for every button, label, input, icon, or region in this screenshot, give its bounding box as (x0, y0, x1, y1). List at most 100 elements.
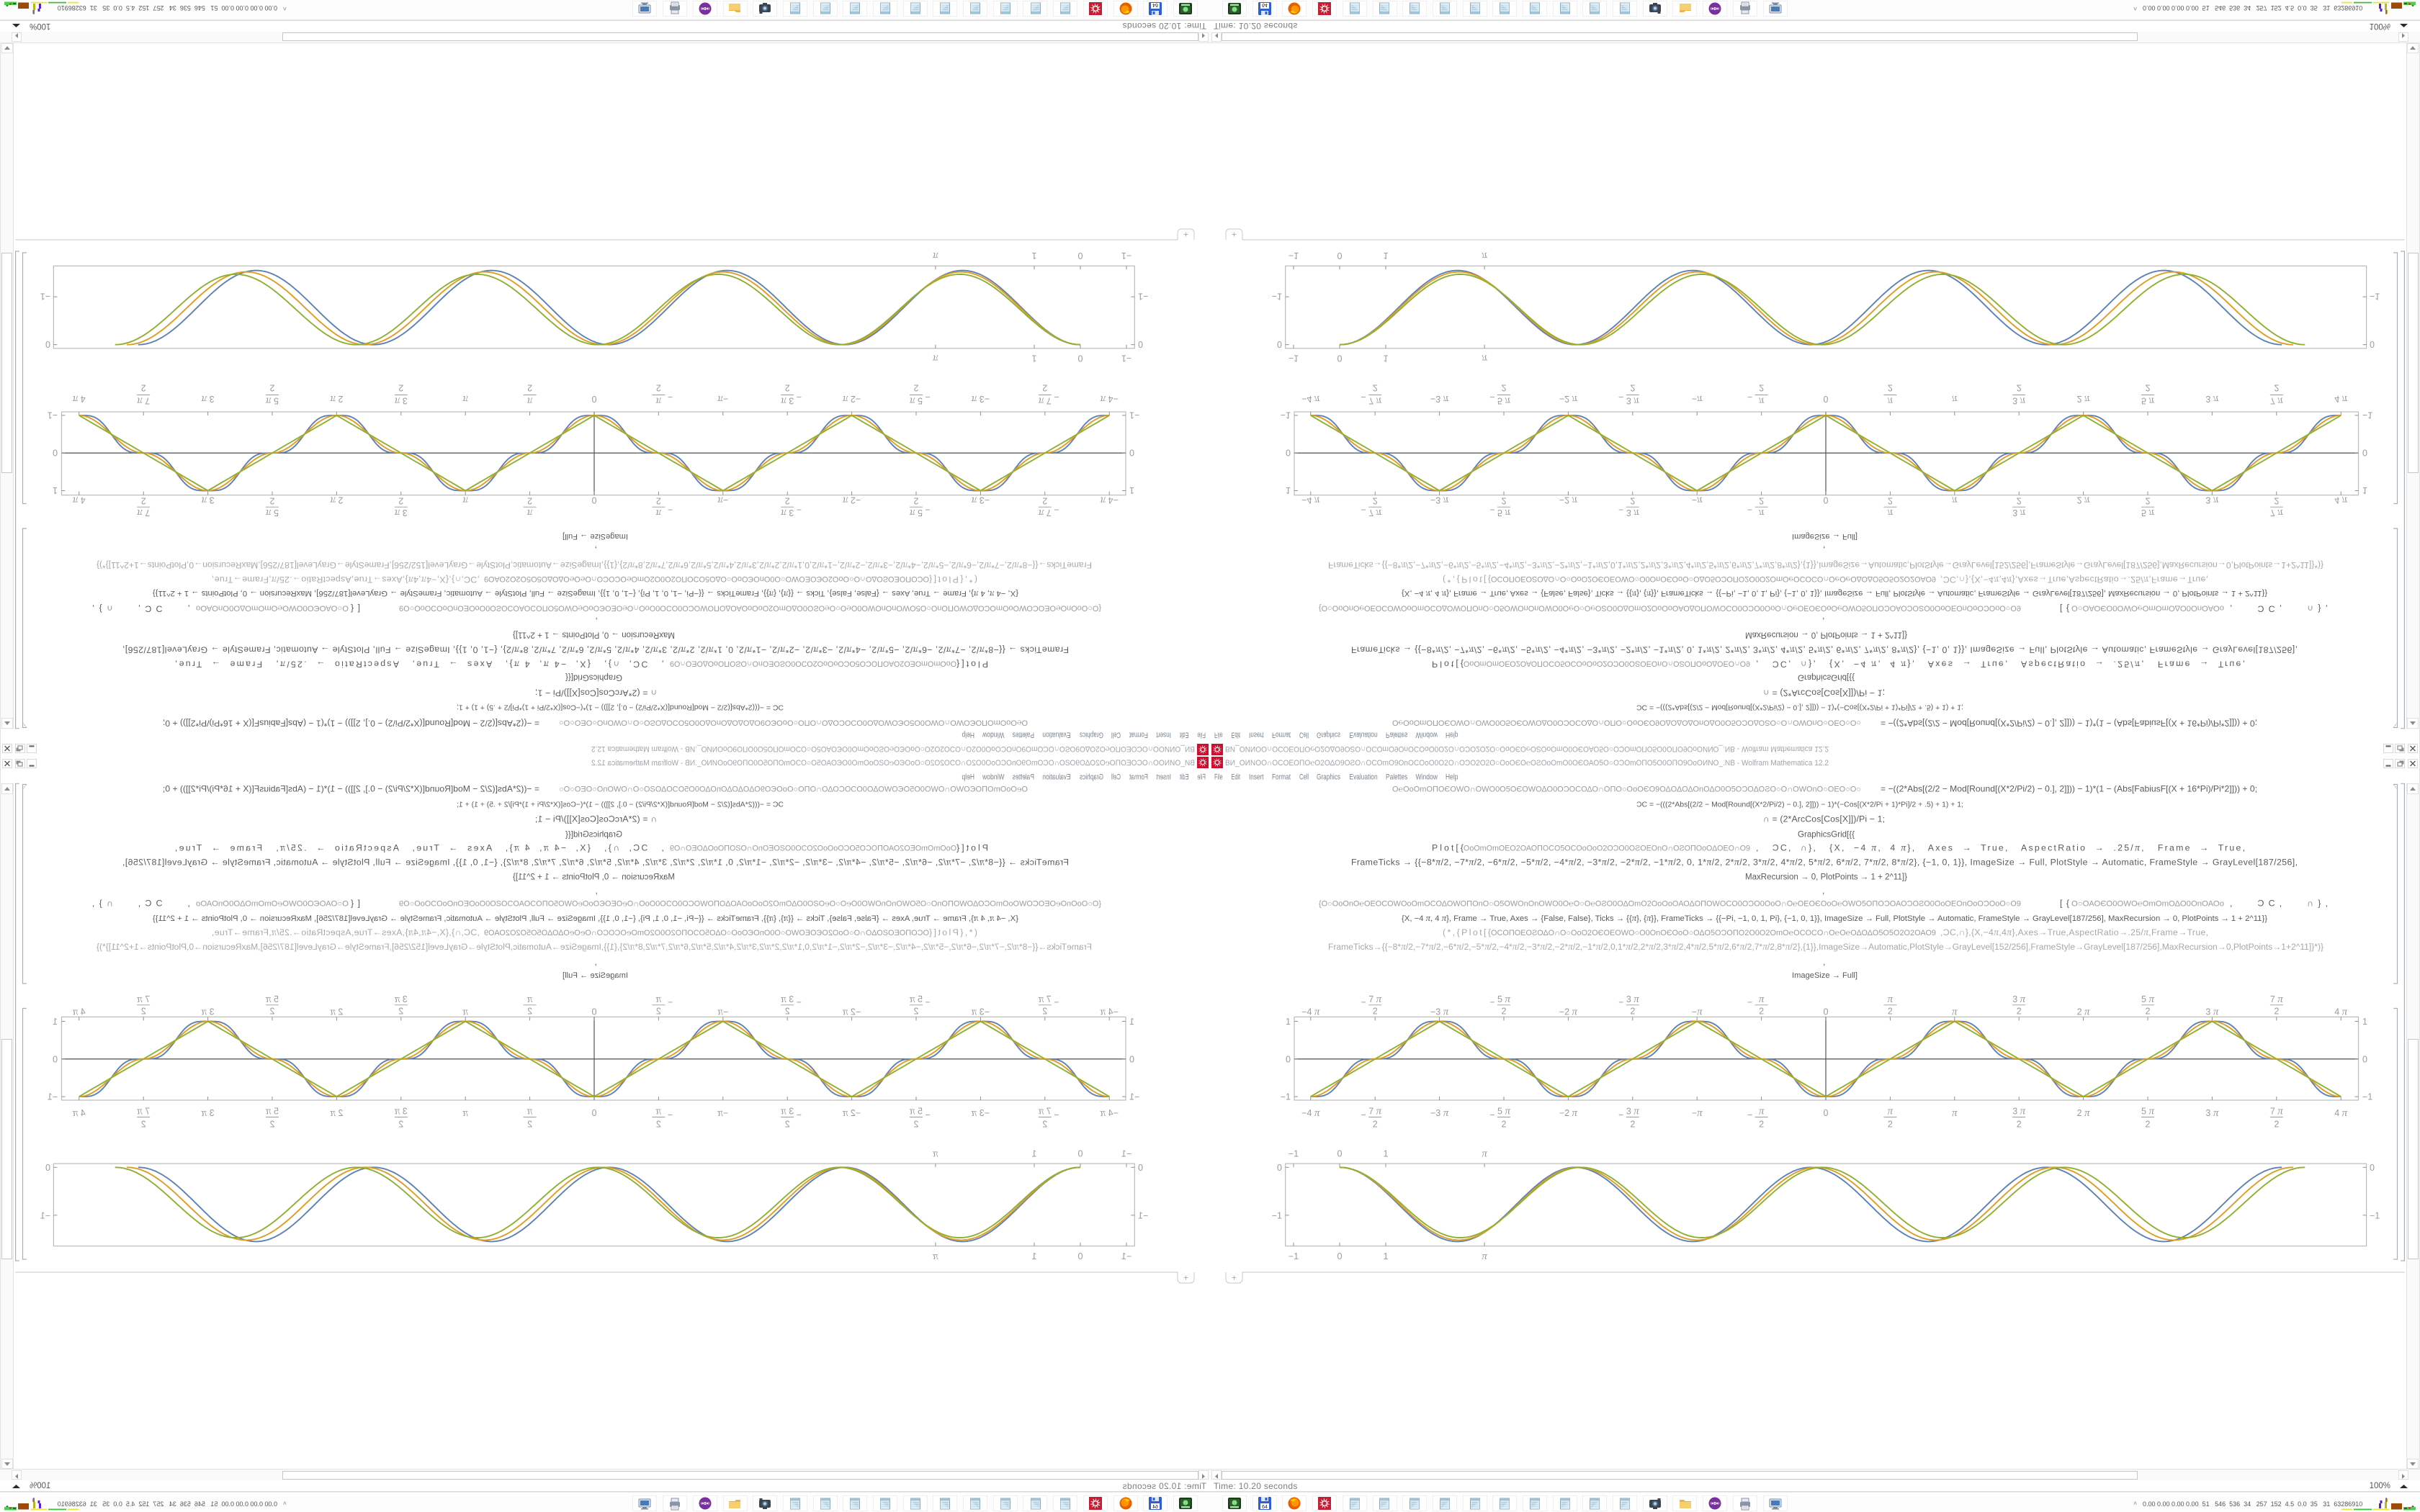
svg-text:3 π: 3 π (2012, 1106, 2025, 1117)
svg-text:Palettes: Palettes (1386, 773, 1408, 782)
svg-text:{Ο○ΟoΟnΟ℮ΟΕΟCΟWΟoΟmΟCΟΔΟWΟΠΟnΟ: {Ο○ΟoΟnΟ℮ΟΕΟCΟWΟoΟmΟCΟΔΟWΟΠΟnΟ○Ο5ΟWΟnΟnΟ… (399, 603, 1101, 612)
svg-text:−4 π: −4 π (1301, 1007, 1320, 1018)
svg-text:2: 2 (913, 1007, 918, 1017)
svg-text:−: − (1054, 505, 1059, 515)
svg-text:Window: Window (982, 773, 1004, 782)
svg-text:MaxRecursion → 0, PlotPoints →: MaxRecursion → 0, PlotPoints → 1 + 2^11]… (513, 873, 675, 882)
svg-text:Plot[{: Plot[{ (956, 843, 988, 853)
svg-text:Ο℮ΟoΟmΟΠΟЄΟWΟ∩ΟWΟ0Ο5ΟЄΟWΟΔΟ0ΟƆ: Ο℮ΟoΟmΟΠΟЄΟWΟ∩ΟWΟ0Ο5ΟЄΟWΟΔΟ0ΟƆΟCΟΔΟ∩ΟΠΟ○… (1392, 718, 1861, 726)
svg-text:−1: −1 (1281, 410, 1291, 420)
svg-text:Ο℮ΟoΟmΟΠΟЄΟWΟ∩ΟWΟ0Ο5ΟЄΟWΟΔΟ0ΟƆ: Ο℮ΟoΟmΟΠΟЄΟWΟ∩ΟWΟ0Ο5ΟЄΟWΟΔΟ0ΟƆΟCΟΔΟ∩ΟΠΟ○… (559, 786, 1028, 794)
svg-text:0: 0 (591, 1108, 596, 1118)
svg-text:−π: −π (717, 393, 728, 405)
svg-text:7 π: 7 π (1038, 507, 1051, 518)
svg-text:Evaluation: Evaluation (1042, 773, 1070, 782)
svg-text:Evaluation: Evaluation (1042, 731, 1070, 739)
svg-text:64: 64 (1152, 1505, 1158, 1510)
svg-text:−π: −π (717, 1107, 728, 1119)
svg-text:2: 2 (656, 1007, 661, 1017)
svg-text:2 π: 2 π (2077, 393, 2090, 405)
svg-text:0: 0 (1138, 339, 1143, 349)
svg-text:5 π: 5 π (2141, 395, 2154, 407)
svg-text:2: 2 (1042, 1120, 1047, 1130)
svg-text:= −((2*Abs[(2/2 − Mod[Round[(X: = −((2*Abs[(2/2 − Mod[Round[(X*2/Pi/2) −… (1881, 784, 2257, 794)
svg-text:−1: −1 (1289, 354, 1299, 364)
svg-text:3 π: 3 π (394, 1106, 407, 1117)
svg-text:FrameTicks → {{−8*π/2, −7*π/2,: FrameTicks → {{−8*π/2, −7*π/2, −6*π/2, −… (1351, 644, 2298, 655)
svg-text:Edit: Edit (1180, 773, 1189, 782)
svg-text:−π: −π (1692, 1007, 1703, 1018)
svg-text:{Ο○ΟoΟnΟ℮ΟΕΟCΟWΟoΟmΟCΟΔΟWΟΠΟnΟ: {Ο○ΟoΟnΟ℮ΟΕΟCΟWΟoΟmΟCΟΔΟWΟΠΟnΟ○Ο5ΟWΟnΟnΟ… (1319, 603, 2021, 612)
svg-text:2: 2 (141, 383, 146, 393)
svg-text:−: − (1361, 505, 1366, 515)
svg-text:0: 0 (591, 1007, 596, 1017)
svg-text:MaxRecursion → 0, PlotPoints →: MaxRecursion → 0, PlotPoints → 1 + 2^11]… (1745, 630, 1907, 639)
svg-text:−: − (1054, 1110, 1059, 1120)
svg-text:−π: −π (717, 1007, 728, 1018)
svg-text:2: 2 (141, 1120, 146, 1130)
svg-text:3 π: 3 π (781, 395, 794, 407)
svg-text:7 π: 7 π (1368, 994, 1381, 1005)
svg-text:0: 0 (1077, 354, 1083, 364)
svg-text:2: 2 (527, 1120, 532, 1130)
svg-text:{X, −4 π, 4 π}, Frame → True,: {X, −4 π, 4 π}, Frame → True, Axes → {Fa… (153, 589, 1018, 599)
svg-text:−: − (1747, 997, 1752, 1007)
svg-text:−: − (1618, 392, 1623, 402)
svg-text:−: − (925, 392, 930, 402)
svg-text:−2 π: −2 π (1559, 1107, 1578, 1119)
svg-text:−: − (797, 392, 802, 402)
svg-text:2: 2 (2146, 1120, 2151, 1130)
svg-text:GraphicsGrid[{{: GraphicsGrid[{{ (1798, 831, 1855, 840)
svg-text:4 π: 4 π (2334, 1007, 2347, 1018)
svg-text:2: 2 (1888, 1120, 1893, 1130)
svg-text:, ƆC, ∩},: , ƆC, ∩}, (2230, 603, 2328, 613)
svg-text:0: 0 (1337, 1251, 1343, 1261)
svg-text:−: − (1361, 392, 1366, 402)
svg-text:0: 0 (1129, 1054, 1134, 1064)
svg-text:−1: −1 (40, 1210, 50, 1220)
svg-text:5 π: 5 π (266, 507, 279, 518)
svg-text:ΟοΟmΟmΟΕΟ2ΟΑΟΠΟCΟ5ΟCΟοΟoΟ2ΟƆΟ0: ΟοΟmΟmΟΕΟ2ΟΑΟΠΟCΟ5ΟCΟοΟoΟ2ΟƆΟ0ΟƧΟΕΟnΟ∩ΟƧ… (1464, 659, 1750, 667)
svg-text:2: 2 (269, 1120, 274, 1130)
svg-text:π: π (1759, 395, 1765, 407)
svg-text:5 π: 5 π (266, 1106, 279, 1117)
svg-text:= −((2*Abs[(2/2 − Mod[Round[(X: = −((2*Abs[(2/2 − Mod[Round[(X*2/Pi/2) −… (163, 718, 539, 728)
svg-text:−π: −π (1692, 1107, 1703, 1119)
svg-text:Format: Format (1129, 731, 1148, 739)
svg-text:2 π: 2 π (330, 1007, 343, 1018)
svg-text:, ƆC, ∩}, {X, −4 π, 4 π: , ƆC, ∩}, {X, −4 π, 4 π}, Axes → True, A… (175, 842, 664, 853)
svg-text:3 π: 3 π (201, 1107, 214, 1119)
svg-text:2: 2 (1373, 383, 1378, 393)
svg-text:−: − (1747, 505, 1752, 515)
svg-text:, ƆC, ∩}, {X, −4 π, 4 π: , ƆC, ∩}, {X, −4 π, 4 π}, Axes → True, A… (1756, 842, 2245, 853)
svg-text:5 π: 5 π (2141, 1106, 2154, 1117)
svg-text:7 π: 7 π (2270, 395, 2283, 407)
svg-text:Help: Help (962, 773, 975, 782)
svg-text:5 π: 5 π (2141, 507, 2154, 518)
svg-text:Insert: Insert (1249, 731, 1264, 739)
svg-text:2: 2 (2274, 496, 2279, 506)
svg-text:−2 π: −2 π (1559, 393, 1578, 405)
svg-text:−1: −1 (48, 410, 58, 420)
svg-text:2 π: 2 π (330, 393, 343, 405)
svg-text:1: 1 (2362, 1017, 2367, 1027)
svg-text:3 π: 3 π (394, 994, 407, 1005)
svg-text:−: − (925, 1110, 930, 1120)
svg-text:7 π: 7 π (1368, 507, 1381, 518)
svg-text:−1: −1 (1121, 1251, 1131, 1261)
svg-text:1: 1 (53, 1017, 58, 1027)
svg-text:0: 0 (591, 495, 596, 505)
svg-text:+: + (1183, 230, 1188, 240)
svg-text:0: 0 (1277, 1163, 1282, 1173)
svg-text:−: − (668, 392, 673, 402)
svg-text:Plot[{: Plot[{ (1432, 843, 1464, 853)
svg-text:0: 0 (1337, 354, 1343, 364)
svg-text:π: π (933, 1148, 938, 1160)
svg-text:MaxRecursion → 0, PlotPoints →: MaxRecursion → 0, PlotPoints → 1 + 2^11]… (513, 630, 675, 639)
svg-text:−1: −1 (1272, 292, 1282, 302)
svg-text:0: 0 (591, 394, 596, 404)
svg-text:−: − (1489, 1110, 1494, 1120)
svg-text:5 π: 5 π (910, 1106, 923, 1117)
svg-text:2: 2 (1759, 383, 1764, 393)
svg-text:{X, −4 π, 4 π}, Frame → True,: {X, −4 π, 4 π}, Frame → True, Axes → {Fa… (153, 913, 1018, 923)
